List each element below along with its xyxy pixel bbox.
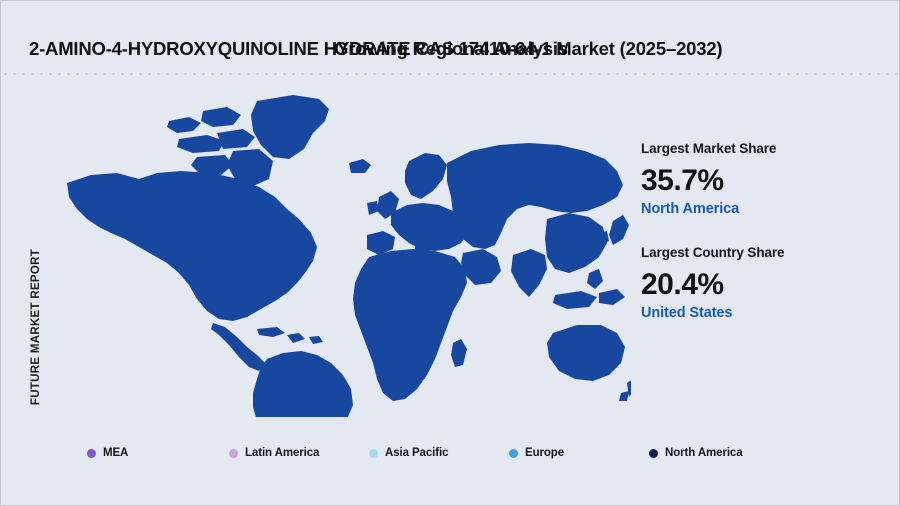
region-madagascar — [451, 339, 467, 367]
region-caribbean-2 — [287, 333, 305, 343]
legend-dot-mea — [87, 448, 96, 458]
world-map — [61, 87, 631, 417]
region-korea — [599, 231, 609, 245]
brand-vertical-text: FUTURE MARKET REPORT — [30, 248, 43, 405]
page-subtitle: Growing Regional Analysis — [334, 38, 568, 59]
stat-value-country-share: 20.4% — [641, 268, 724, 301]
legend-label-asia-pacific: Asia Pacific — [385, 447, 449, 459]
region-caribbean-1 — [257, 327, 285, 337]
region-central-america — [211, 323, 265, 371]
region-victoria-island — [191, 155, 233, 175]
stat-label-country-share: Largest Country Share — [641, 245, 785, 260]
region-indonesia-2 — [599, 289, 625, 305]
region-philippines — [587, 269, 603, 289]
legend-label-north-america: North America — [665, 447, 743, 459]
region-iberia — [367, 231, 395, 255]
region-new-zealand-2 — [619, 391, 629, 401]
legend-label-europe: Europe — [525, 447, 565, 459]
region-africa — [353, 249, 467, 401]
region-north-america — [67, 171, 317, 321]
legend-item-north-america[interactable]: North America — [649, 447, 743, 459]
map-legend: MEA Latin America Asia Pacific Europe No… — [87, 447, 847, 467]
region-arabia — [461, 249, 501, 285]
region-scandinavia — [405, 153, 447, 199]
legend-item-latin-america[interactable]: Latin America — [229, 447, 319, 459]
legend-dot-europe — [509, 448, 518, 458]
brand-vertical-label: FUTURE MARKET REPORT — [25, 229, 47, 424]
region-east-asia — [545, 213, 607, 273]
stat-region-market-share: North America — [641, 201, 740, 217]
region-asia — [447, 143, 623, 249]
region-baffin — [227, 149, 273, 187]
legend-label-latin-america: Latin America — [245, 447, 320, 459]
header: 2-AMINO-4-HYDROXYQUINOLINE HYDRATE CAS 1… — [1, 1, 899, 75]
region-south-america — [253, 351, 353, 417]
stat-region-country-share: United States — [641, 305, 733, 321]
region-india — [511, 249, 547, 297]
region-ireland — [367, 201, 379, 215]
title-stack: 2-AMINO-4-HYDROXYQUINOLINE HYDRATE CAS 1… — [1, 1, 899, 73]
region-arctic-islands-3 — [177, 135, 225, 153]
stat-value-market-share: 35.7% — [641, 164, 724, 197]
region-arctic-islands-4 — [217, 129, 255, 149]
legend-item-asia-pacific[interactable]: Asia Pacific — [369, 447, 448, 459]
legend-dot-latin-america — [229, 448, 238, 458]
region-new-zealand — [627, 380, 631, 397]
world-map-svg — [67, 95, 631, 417]
region-arctic-islands-2 — [201, 107, 241, 127]
legend-dot-asia-pacific — [369, 448, 378, 458]
region-iceland — [349, 159, 371, 173]
legend-item-mea[interactable]: MEA — [87, 447, 128, 459]
region-australia — [547, 325, 625, 381]
region-caribbean-3 — [309, 336, 323, 344]
stat-block-country-share: Largest Country Share 20.4% United State… — [641, 245, 891, 321]
stat-label-market-share: Largest Market Share — [641, 141, 777, 156]
region-japan — [609, 215, 629, 245]
legend-item-europe[interactable]: Europe — [509, 447, 564, 459]
stat-block-market-share: Largest Market Share 35.7% North America — [641, 141, 891, 217]
region-greenland — [251, 95, 329, 159]
page-title: 2-AMINO-4-HYDROXYQUINOLINE HYDRATE CAS 1… — [29, 38, 723, 59]
region-europe — [391, 203, 469, 251]
legend-dot-north-america — [649, 448, 658, 458]
header-divider — [1, 72, 899, 75]
region-arctic-islands — [167, 117, 201, 133]
legend-label-mea: MEA — [103, 447, 129, 459]
stats-panel: Largest Market Share 35.7% North America… — [641, 141, 891, 349]
region-indonesia-1 — [553, 291, 597, 309]
map-landmasses — [67, 95, 631, 417]
